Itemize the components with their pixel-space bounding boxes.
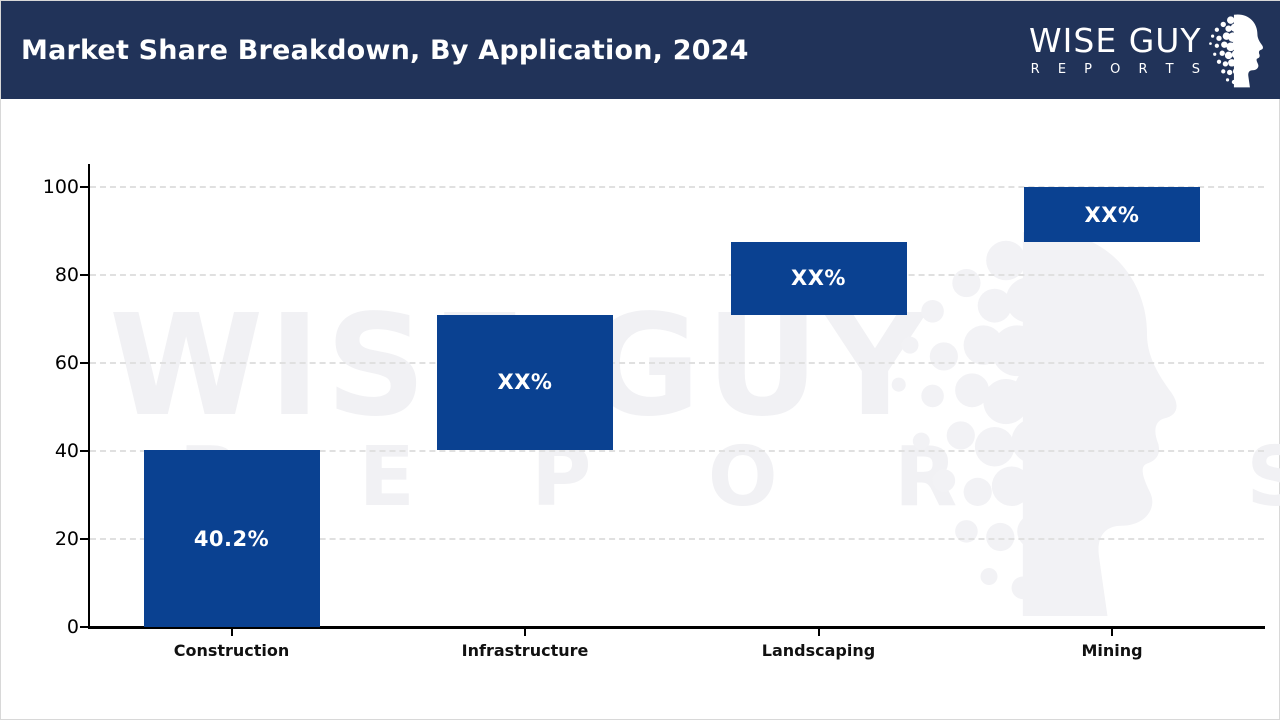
brand-name: WISE GUY xyxy=(1029,20,1202,60)
bar-construction: 40.2% xyxy=(143,450,320,627)
gridline-60 xyxy=(90,362,1264,364)
y-axis-tick-label: 100 xyxy=(42,176,79,198)
x-axis-spine xyxy=(88,626,1265,629)
chart-title: Market Share Breakdown, By Application, … xyxy=(21,34,749,66)
brand-logo: WISE GUY R E P O R T S xyxy=(1024,10,1267,90)
gridline-40 xyxy=(90,450,1264,452)
bar-value-label: 40.2% xyxy=(193,526,270,551)
bar-mining: XX% xyxy=(1024,187,1200,242)
y-axis-spine xyxy=(88,164,90,628)
bar-value-label: XX% xyxy=(497,370,553,395)
y-axis-tick-mark xyxy=(80,538,88,540)
y-axis-tick-mark xyxy=(80,450,88,452)
brand-logo-text: WISE GUY R E P O R T S xyxy=(1024,24,1207,77)
x-axis-category-label: Infrastructure xyxy=(461,641,589,660)
bar-landscaping: XX% xyxy=(730,242,907,315)
brand-head-icon xyxy=(1209,14,1263,88)
x-axis-category-label: Landscaping xyxy=(761,641,876,660)
y-axis-tick-mark xyxy=(80,626,88,628)
bar-value-label: XX% xyxy=(791,266,846,291)
y-axis-tick-label: 20 xyxy=(54,528,79,550)
y-axis-tick-label: 40 xyxy=(54,440,79,462)
bar-value-label: XX% xyxy=(1084,202,1140,227)
y-axis-tick-label: 0 xyxy=(66,616,79,638)
gridline-100 xyxy=(90,186,1264,188)
y-axis-tick-mark xyxy=(80,274,88,276)
y-axis-tick-label: 80 xyxy=(54,264,79,286)
x-axis-tick-mark xyxy=(524,629,526,636)
x-axis-tick-mark xyxy=(1111,629,1113,636)
y-axis-tick-mark xyxy=(80,186,88,188)
x-axis-category-label: Mining xyxy=(1081,641,1143,660)
gridline-20 xyxy=(90,538,1264,540)
x-axis-tick-mark xyxy=(817,629,820,636)
x-axis-tick-mark xyxy=(230,629,233,636)
bar-infrastructure: XX% xyxy=(437,314,613,451)
gridline-80 xyxy=(90,274,1264,276)
watermark-head-icon xyxy=(891,230,1177,616)
y-axis-tick-label: 60 xyxy=(54,352,79,374)
y-axis-tick-mark xyxy=(80,362,88,364)
x-axis-category-label: Construction xyxy=(173,641,290,660)
header-bar: Market Share Breakdown, By Application, … xyxy=(1,1,1280,99)
brand-subtitle: R E P O R T S xyxy=(1030,61,1207,77)
